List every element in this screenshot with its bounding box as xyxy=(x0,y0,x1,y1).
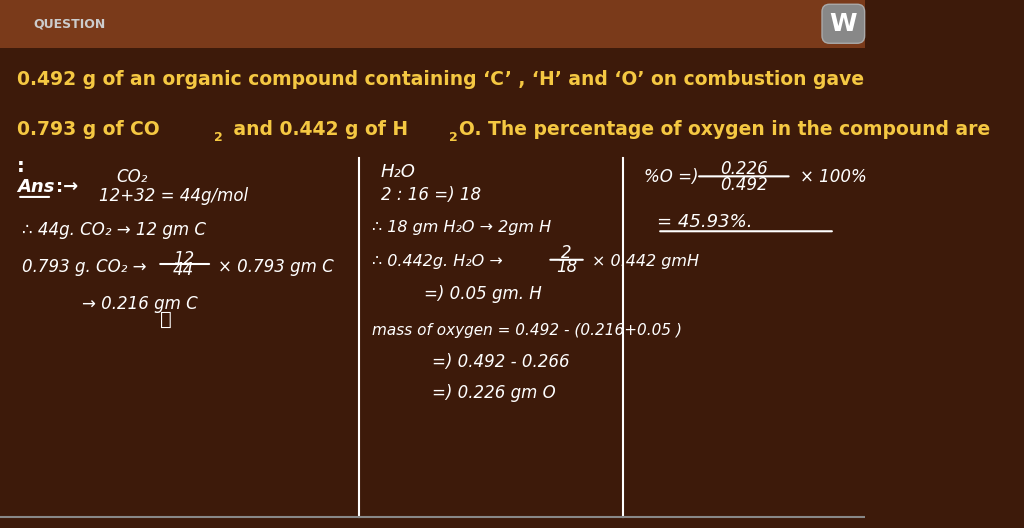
Text: =) 0.226 gm O: =) 0.226 gm O xyxy=(432,384,556,402)
Text: 2: 2 xyxy=(449,131,458,144)
Text: W: W xyxy=(829,12,857,36)
Text: 2: 2 xyxy=(561,244,571,262)
Text: ∴ 0.442g. H₂O →: ∴ 0.442g. H₂O → xyxy=(372,254,503,269)
Text: :: : xyxy=(17,157,25,176)
Text: × 0.442 gmH: × 0.442 gmH xyxy=(593,254,699,269)
Text: 12+32 = 44g/mol: 12+32 = 44g/mol xyxy=(99,187,249,205)
Text: ∴ 44g. CO₂ → 12 gm C: ∴ 44g. CO₂ → 12 gm C xyxy=(22,221,206,239)
Text: %O =): %O =) xyxy=(644,168,699,186)
Text: × 0.793 gm C: × 0.793 gm C xyxy=(218,258,334,276)
Text: 0.492: 0.492 xyxy=(720,176,768,194)
Text: :→: :→ xyxy=(56,178,79,196)
Text: CO₂: CO₂ xyxy=(117,168,148,186)
Text: 18: 18 xyxy=(556,258,578,276)
Text: =) 0.492 - 0.266: =) 0.492 - 0.266 xyxy=(432,353,570,371)
Text: O. The percentage of oxygen in the compound are: O. The percentage of oxygen in the compo… xyxy=(460,120,990,139)
Text: 〜: 〜 xyxy=(160,310,172,329)
Text: 44: 44 xyxy=(173,261,194,279)
Text: mass of oxygen = 0.492 - (0.216+0.05 ): mass of oxygen = 0.492 - (0.216+0.05 ) xyxy=(372,323,682,337)
Text: H₂O: H₂O xyxy=(381,163,416,181)
Text: Ans: Ans xyxy=(17,178,55,196)
Text: 0.492 g of an organic compound containing ‘C’ , ‘H’ and ‘O’ on combustion gave: 0.492 g of an organic compound containin… xyxy=(17,70,864,89)
FancyBboxPatch shape xyxy=(0,0,865,48)
Text: ∴ 18 gm H₂O → 2gm H: ∴ 18 gm H₂O → 2gm H xyxy=(372,220,551,234)
Text: 0.226: 0.226 xyxy=(720,160,768,178)
Text: 12: 12 xyxy=(173,250,194,268)
Text: → 0.216 gm C: → 0.216 gm C xyxy=(82,295,198,313)
Text: 2 : 16 =) 18: 2 : 16 =) 18 xyxy=(381,186,480,204)
Text: × 100%: × 100% xyxy=(800,168,867,186)
Text: and 0.442 g of H: and 0.442 g of H xyxy=(226,120,408,139)
Text: QUESTION: QUESTION xyxy=(33,17,105,30)
Text: 2: 2 xyxy=(214,131,222,144)
Text: =) 0.05 gm. H: =) 0.05 gm. H xyxy=(424,285,542,303)
Text: 0.793 g. CO₂ →: 0.793 g. CO₂ → xyxy=(22,258,146,276)
Text: 0.793 g of CO: 0.793 g of CO xyxy=(17,120,160,139)
Text: = 45.93%.: = 45.93%. xyxy=(657,213,753,231)
